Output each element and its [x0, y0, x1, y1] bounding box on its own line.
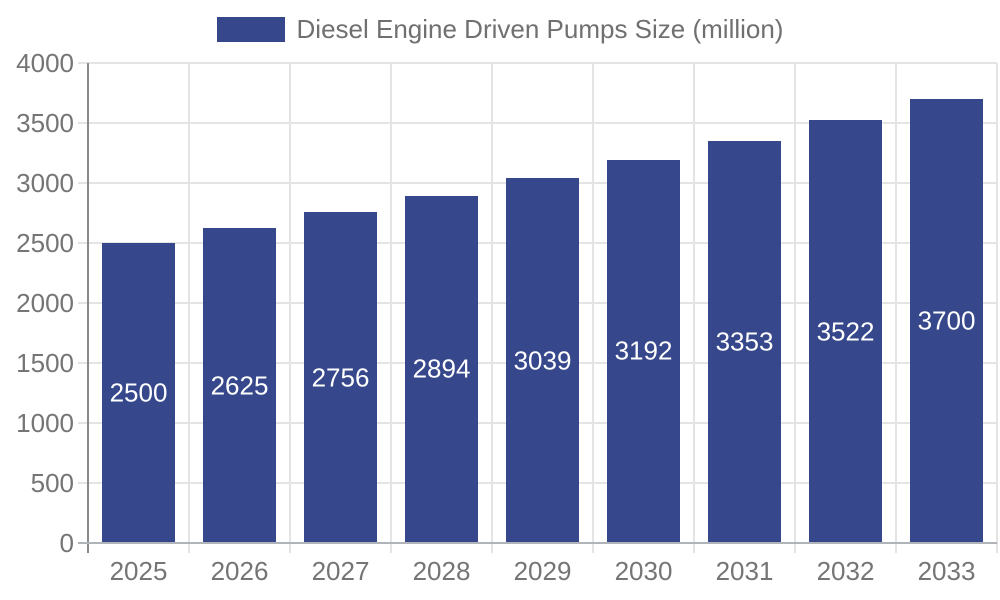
x-tick-label: 2030 — [614, 556, 673, 586]
vertical-gridline — [390, 63, 392, 553]
vertical-gridline — [289, 63, 291, 553]
vertical-gridline — [592, 63, 594, 553]
bar-value-label: 2894 — [412, 353, 471, 384]
y-axis-line — [87, 63, 89, 553]
vertical-gridline — [693, 63, 695, 553]
vertical-gridline — [491, 63, 493, 553]
y-tick-label: 0 — [59, 528, 74, 558]
bar-value-label: 3700 — [917, 305, 976, 336]
y-tick-label: 3500 — [16, 108, 74, 138]
y-tick-label: 1500 — [16, 348, 74, 378]
bar: 3192 — [607, 159, 680, 543]
x-tick-label: 2033 — [917, 556, 976, 586]
x-axis-line — [78, 542, 997, 544]
y-tick-label: 500 — [30, 468, 74, 498]
y-tick-label: 2500 — [16, 228, 74, 258]
bar: 2500 — [102, 243, 175, 543]
bar-value-label: 3039 — [513, 345, 572, 376]
y-tick-label: 3000 — [16, 168, 74, 198]
horizontal-gridline — [78, 62, 997, 64]
bar-value-label: 2500 — [109, 377, 168, 408]
x-tick-label: 2029 — [513, 556, 572, 586]
vertical-gridline — [996, 63, 998, 553]
bar: 2756 — [304, 212, 377, 543]
bar-value-label: 3192 — [614, 335, 673, 366]
vertical-gridline — [188, 63, 190, 553]
x-tick-label: 2028 — [412, 556, 471, 586]
horizontal-gridline — [78, 122, 997, 124]
legend-swatch — [216, 16, 285, 42]
legend[interactable]: Diesel Engine Driven Pumps Size (million… — [0, 14, 1000, 44]
x-tick-label: 2026 — [210, 556, 269, 586]
bar: 3700 — [910, 99, 983, 543]
bar-value-label: 3522 — [816, 316, 875, 347]
y-tick-label: 1000 — [16, 408, 74, 438]
x-tick-label: 2032 — [816, 556, 875, 586]
x-tick-label: 2025 — [109, 556, 168, 586]
vertical-gridline — [895, 63, 897, 553]
bar-value-label: 2625 — [210, 370, 269, 400]
bar: 3039 — [506, 178, 579, 543]
plot-area: 2500 2625 2756 2894 3039 3192 3353 3522 3700 — [78, 62, 998, 553]
bar: 2894 — [405, 195, 478, 543]
y-tick-label: 4000 — [16, 48, 74, 78]
bar-value-label: 2756 — [311, 362, 370, 393]
bar: 3353 — [708, 140, 781, 543]
vertical-gridline — [794, 63, 796, 553]
x-tick-label: 2031 — [715, 556, 774, 586]
bar: 2625 — [203, 228, 276, 543]
y-tick-label: 2000 — [16, 288, 74, 318]
bar-value-label: 3353 — [715, 326, 774, 357]
legend-label: Diesel Engine Driven Pumps Size (million… — [296, 14, 784, 44]
x-tick-label: 2027 — [311, 556, 370, 586]
bar: 3522 — [809, 120, 882, 543]
